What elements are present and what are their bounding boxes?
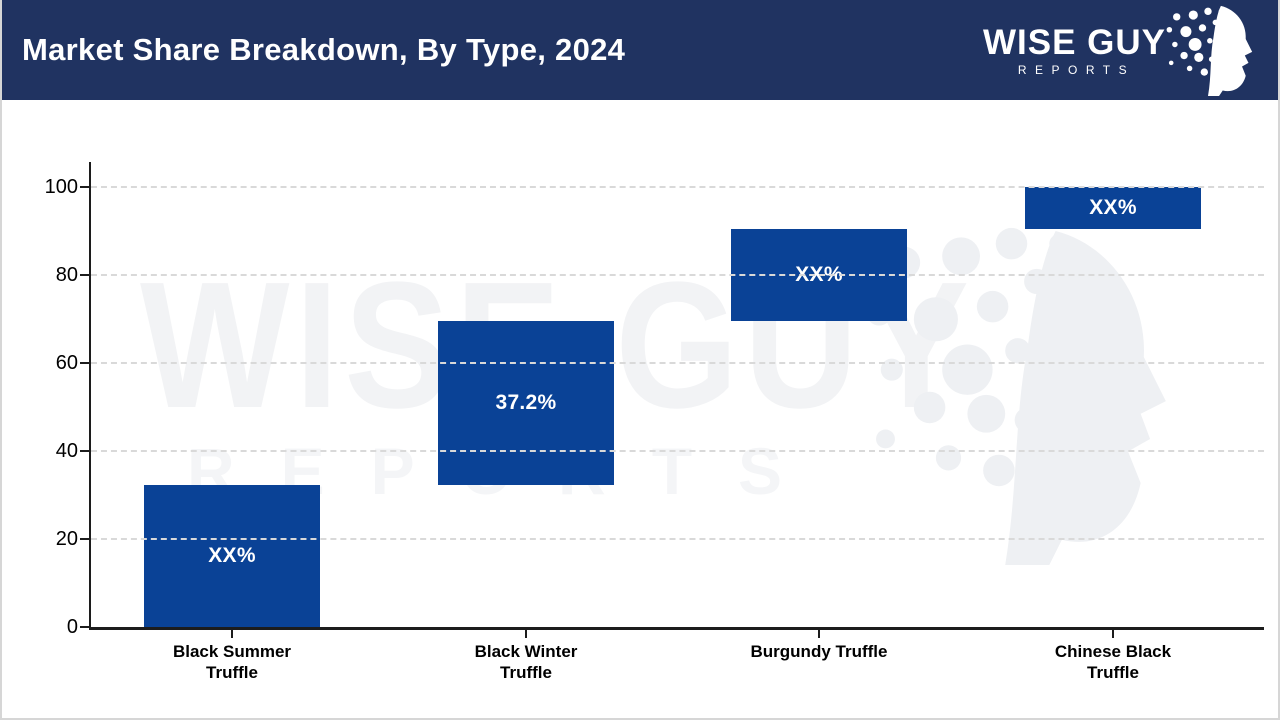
- y-axis-line: [89, 162, 91, 630]
- watermark-head-icon: [866, 227, 1166, 565]
- y-tick-mark: [80, 362, 89, 364]
- logo-wordmark: WISE GUY: [982, 22, 1166, 62]
- x-category-label-line: Burgundy Truffle: [750, 642, 888, 661]
- y-tick-mark: [80, 626, 89, 628]
- y-tick-label: 20: [55, 528, 78, 550]
- y-tick-label: 60: [55, 352, 78, 374]
- x-category-label-line: Chinese Black: [1054, 642, 1172, 661]
- x-category-label-line: Truffle: [500, 663, 552, 682]
- x-tick-mark: [1112, 630, 1114, 638]
- bar-value-label: 37.2%: [495, 391, 557, 415]
- x-tick-mark: [525, 630, 527, 638]
- bar-black-summer-truffle: XX%: [144, 484, 320, 627]
- gridline: [91, 274, 1264, 276]
- bar-value-label: XX%: [208, 543, 256, 567]
- y-tick-mark: [80, 538, 89, 540]
- y-tick-mark: [80, 274, 89, 276]
- y-tick-label: 40: [55, 440, 78, 462]
- page-title: Market Share Breakdown, By Type, 2024: [22, 32, 626, 67]
- x-category-label-line: Truffle: [206, 663, 258, 682]
- gridline: [91, 538, 1264, 540]
- x-category-label: Black Summer Truffle: [122, 641, 342, 683]
- bar-black-winter-truffle: 37.2%: [438, 321, 614, 485]
- x-category-label: Chinese Black Truffle: [1003, 641, 1223, 683]
- header: Market Share Breakdown, By Type, 2024 WI…: [2, 0, 1278, 100]
- gridline: [91, 186, 1264, 188]
- x-axis-line: [89, 627, 1264, 630]
- x-category-label-line: Truffle: [1087, 663, 1139, 682]
- logo-text: WISE GUY REPORTS: [983, 25, 1166, 76]
- logo-subtitle: REPORTS: [1017, 62, 1136, 77]
- x-tick-mark: [818, 630, 820, 638]
- x-category-label-line: Black Summer: [172, 642, 292, 661]
- x-category-label: Black Winter Truffle: [416, 641, 636, 683]
- x-tick-mark: [231, 630, 233, 638]
- x-category-label-line: Black Winter: [474, 642, 578, 661]
- gridline: [91, 362, 1264, 364]
- wiseguy-logo: WISE GUY REPORTS: [983, 4, 1256, 96]
- wiseguy-head-icon: [1166, 5, 1253, 96]
- y-tick-mark: [80, 186, 89, 188]
- bar-chinese-black-truffle: XX%: [1025, 187, 1201, 229]
- x-category-label: Burgundy Truffle: [709, 641, 929, 662]
- y-tick-mark: [80, 450, 89, 452]
- y-tick-label: 0: [66, 616, 78, 638]
- y-tick-label: 80: [55, 264, 78, 286]
- y-tick-label: 100: [44, 176, 78, 198]
- bar-value-label: XX%: [1089, 195, 1137, 219]
- gridline: [91, 450, 1264, 452]
